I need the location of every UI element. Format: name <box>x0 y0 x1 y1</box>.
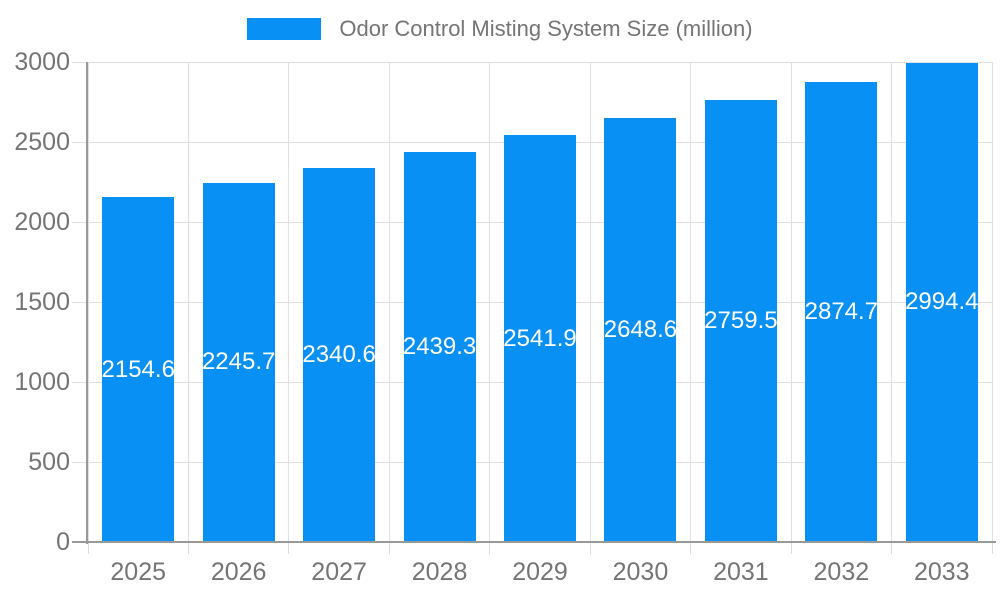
bar-value-label: 2439.3 <box>402 332 477 360</box>
bar[interactable] <box>102 197 175 542</box>
v-gridline <box>489 62 491 542</box>
bar[interactable] <box>303 167 376 542</box>
x-axis-tick <box>589 542 591 554</box>
bar-value-label: 2874.7 <box>804 298 879 326</box>
x-axis-tick-label: 2026 <box>210 558 267 586</box>
y-axis-line <box>86 62 88 544</box>
v-gridline <box>388 62 390 542</box>
y-axis-tick-label: 2500 <box>14 128 70 156</box>
h-gridline <box>72 61 992 63</box>
v-gridline <box>690 62 692 542</box>
bar[interactable] <box>403 151 476 542</box>
x-axis-tick <box>991 542 993 554</box>
x-axis-tick <box>288 542 290 554</box>
v-gridline <box>891 62 893 542</box>
y-axis-tick-label: 3000 <box>14 48 70 76</box>
x-axis-tick <box>790 542 792 554</box>
x-axis-tick-label: 2028 <box>411 558 468 586</box>
bar[interactable] <box>604 118 677 542</box>
x-axis-tick-label: 2027 <box>311 558 367 586</box>
x-axis-tick <box>187 542 189 554</box>
x-axis-tick-label: 2029 <box>512 558 568 586</box>
bar-value-label: 2340.6 <box>302 340 376 368</box>
y-axis-tick-label: 500 <box>28 448 70 476</box>
v-gridline <box>187 62 189 542</box>
bar-value-label: 2541.9 <box>503 324 577 352</box>
bar-value-label: 2245.7 <box>201 348 276 376</box>
bar[interactable] <box>905 62 978 542</box>
x-axis-tick <box>87 542 89 554</box>
v-gridline <box>589 62 591 542</box>
legend: Odor Control Misting System Size (millio… <box>0 16 1000 42</box>
x-axis-tick-label: 2033 <box>913 558 970 586</box>
y-axis-tick-label: 0 <box>56 528 70 556</box>
x-axis-tick <box>690 542 692 554</box>
x-axis-tick-label: 2031 <box>713 558 769 586</box>
bar[interactable] <box>504 135 576 542</box>
bar-value-label: 2994.4 <box>905 288 979 316</box>
x-axis-tick <box>489 542 491 554</box>
bar-value-label: 2759.5 <box>704 307 778 335</box>
x-axis-line <box>72 541 996 543</box>
x-axis-tick-label: 2032 <box>813 558 870 586</box>
x-axis-tick-label: 2030 <box>612 558 669 586</box>
v-gridline <box>991 62 993 542</box>
v-gridline <box>87 62 89 542</box>
x-axis-tick-label: 2025 <box>110 558 167 586</box>
y-axis-tick-label: 1000 <box>14 368 70 396</box>
legend-label[interactable]: Odor Control Misting System Size (millio… <box>339 16 753 41</box>
y-axis-tick-label: 2000 <box>14 208 70 236</box>
y-axis-tick-label: 1500 <box>14 288 70 316</box>
bar[interactable] <box>202 182 275 542</box>
v-gridline <box>790 62 792 542</box>
v-gridline <box>288 62 290 542</box>
x-axis-tick <box>891 542 893 554</box>
x-axis-tick <box>388 542 390 554</box>
bar-value-label: 2648.6 <box>603 316 678 344</box>
bar[interactable] <box>704 100 777 542</box>
bar-value-label: 2154.6 <box>101 355 175 383</box>
legend-swatch[interactable] <box>247 18 322 40</box>
bar[interactable] <box>805 82 878 542</box>
